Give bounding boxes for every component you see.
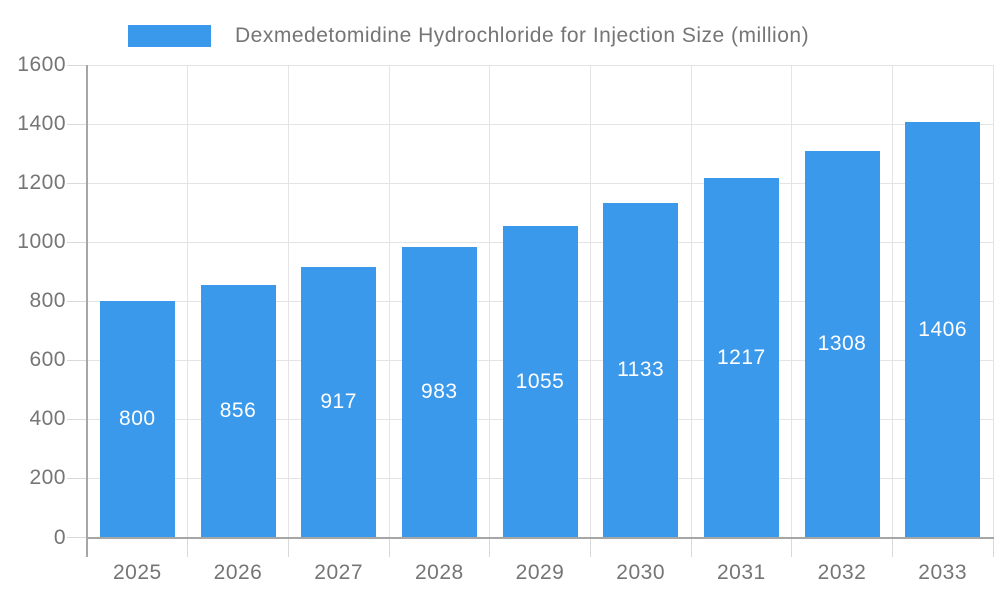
y-axis-tick-label: 600 bbox=[29, 348, 66, 372]
bar-2026[interactable] bbox=[200, 284, 276, 538]
bar-value-label: 1217 bbox=[716, 345, 766, 369]
y-axis-tick bbox=[67, 241, 87, 243]
y-axis-tick-label: 0 bbox=[53, 525, 66, 549]
x-axis-tick-label: 2031 bbox=[716, 561, 766, 584]
x-axis-tick-label: 2028 bbox=[414, 561, 464, 584]
x-axis-tick bbox=[992, 537, 994, 557]
bar-value-label: 856 bbox=[219, 399, 257, 423]
y-axis-tick bbox=[67, 418, 87, 420]
x-axis-tick-label: 2029 bbox=[515, 561, 565, 584]
bar-2033[interactable] bbox=[905, 122, 981, 538]
y-axis-tick bbox=[67, 477, 87, 479]
y-axis-tick bbox=[67, 123, 87, 125]
gridline-vertical bbox=[489, 65, 491, 538]
x-axis-tick bbox=[489, 537, 491, 557]
gridline-vertical bbox=[287, 65, 289, 538]
x-axis-tick-label: 2030 bbox=[616, 561, 666, 584]
bar-2025[interactable] bbox=[99, 301, 175, 538]
bar-value-label: 1308 bbox=[817, 332, 867, 356]
x-axis-tick bbox=[388, 537, 390, 557]
gridline-vertical bbox=[187, 65, 189, 538]
y-axis-tick-label: 1400 bbox=[17, 112, 66, 136]
x-axis-tick-label: 2026 bbox=[213, 561, 263, 584]
legend[interactable]: Dexmedetomidine Hydrochloride for Inject… bbox=[128, 24, 809, 48]
y-axis-tick-label: 1200 bbox=[17, 171, 66, 195]
bar-value-label: 983 bbox=[421, 380, 458, 404]
x-axis-tick bbox=[187, 537, 189, 557]
bar-value-label: 1406 bbox=[918, 317, 968, 341]
bar-value-label: 1133 bbox=[617, 358, 665, 382]
legend-swatch[interactable] bbox=[128, 25, 211, 47]
y-axis-tick bbox=[67, 537, 87, 538]
y-axis-tick bbox=[67, 300, 87, 302]
x-axis-tick bbox=[791, 537, 793, 557]
gridline-horizontal bbox=[87, 123, 993, 125]
gridline-horizontal bbox=[87, 182, 993, 184]
bar-2028[interactable] bbox=[401, 247, 477, 538]
y-axis-line bbox=[85, 65, 88, 557]
bar-2030[interactable] bbox=[603, 202, 679, 538]
gridline-vertical bbox=[388, 65, 390, 538]
bar-2029[interactable] bbox=[502, 225, 578, 538]
y-axis-tick-label: 200 bbox=[29, 466, 66, 490]
x-axis-tick bbox=[287, 537, 289, 557]
gridline-vertical bbox=[589, 65, 591, 538]
bar-value-label: 800 bbox=[119, 407, 156, 431]
gridline-horizontal bbox=[87, 64, 993, 66]
bar-value-label: 1055 bbox=[515, 369, 565, 393]
bar-value-label: 917 bbox=[320, 390, 357, 414]
gridline-vertical bbox=[690, 65, 692, 538]
x-axis-tick bbox=[690, 537, 692, 557]
y-axis-tick-label: 800 bbox=[29, 289, 66, 313]
y-axis-tick-label: 1000 bbox=[17, 230, 66, 254]
x-axis-tick-label: 2027 bbox=[314, 561, 364, 584]
bar-2032[interactable] bbox=[804, 151, 880, 538]
y-axis-tick bbox=[67, 182, 87, 184]
y-axis-tick bbox=[67, 359, 87, 361]
gridline-vertical bbox=[791, 65, 793, 538]
bar-2027[interactable] bbox=[301, 266, 377, 538]
bar-2031[interactable] bbox=[703, 178, 779, 538]
legend-label[interactable]: Dexmedetomidine Hydrochloride for Inject… bbox=[235, 24, 810, 47]
x-axis-tick bbox=[891, 537, 893, 557]
gridline-vertical bbox=[992, 65, 994, 538]
x-axis-tick-label: 2025 bbox=[112, 561, 162, 584]
x-axis-line bbox=[85, 536, 994, 539]
x-axis-tick-label: 2033 bbox=[918, 561, 968, 584]
x-axis-tick bbox=[589, 537, 591, 557]
y-axis-tick-label: 1600 bbox=[17, 53, 66, 76]
x-axis-tick-label: 2032 bbox=[817, 561, 867, 584]
y-axis-tick bbox=[67, 64, 87, 66]
y-axis-tick-label: 400 bbox=[29, 407, 66, 431]
gridline-vertical bbox=[891, 65, 893, 538]
